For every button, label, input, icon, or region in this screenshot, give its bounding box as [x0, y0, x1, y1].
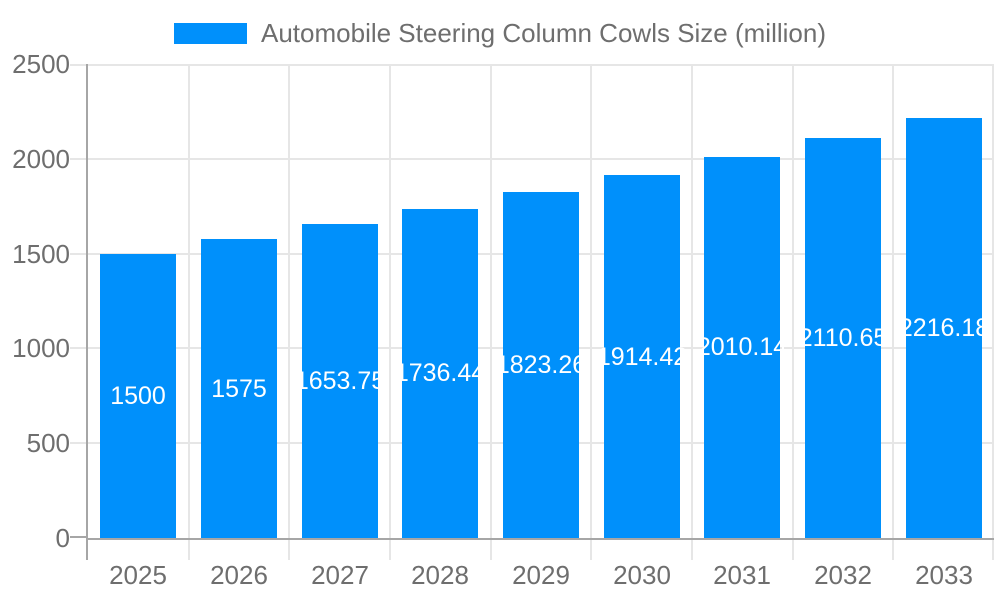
- bar-2026: [201, 239, 277, 538]
- x-axis-tick: [892, 540, 894, 560]
- y-axis-tick: [70, 253, 86, 255]
- bar-value-label: 1653.75: [294, 367, 386, 395]
- bar-2033: [906, 118, 982, 538]
- bar-value-label: 1500: [110, 382, 166, 410]
- gridline-vertical: [992, 64, 994, 538]
- gridline-vertical: [590, 64, 592, 538]
- x-axis-label: 2030: [613, 560, 671, 590]
- y-axis-tick: [70, 158, 86, 160]
- gridline-vertical: [691, 64, 693, 538]
- gridline-vertical: [792, 64, 794, 538]
- plot-area: 1500 1575 1653.75 1736.44 1823.26 1914.42 2010…: [70, 64, 994, 560]
- chart-legend: Automobile Steering Column Cowls Size (m…: [0, 20, 1000, 46]
- chart-title: Automobile Steering Column Cowls Size (m…: [261, 18, 826, 48]
- bar-2028: [402, 209, 478, 538]
- gridline-horizontal: [88, 158, 994, 160]
- bar-2027: [302, 224, 378, 538]
- bar-value-label: 2216.18: [898, 314, 990, 342]
- y-axis-tick: [70, 347, 86, 349]
- gridline-vertical: [188, 64, 190, 538]
- x-axis-label: 2025: [109, 560, 167, 590]
- bar-2031: [704, 157, 780, 538]
- y-axis-label: 500: [26, 428, 70, 458]
- y-axis-label: 2000: [12, 144, 70, 174]
- x-axis-tick: [490, 540, 492, 560]
- bar-2030: [604, 175, 680, 538]
- bar-value-label: 1575: [211, 375, 267, 403]
- legend-item[interactable]: Automobile Steering Column Cowls Size (m…: [174, 20, 826, 46]
- legend-marker-swatch: [174, 22, 247, 44]
- bar-value-label: 1736.44: [394, 359, 486, 387]
- bar-value-label: 1914.42: [596, 343, 688, 371]
- gridline-vertical: [389, 64, 391, 538]
- x-axis-label: 2026: [210, 560, 268, 590]
- x-axis-label: 2027: [311, 560, 369, 590]
- bar-2025: [100, 254, 176, 538]
- x-axis-label: 2032: [814, 560, 872, 590]
- x-axis-tick: [288, 540, 290, 560]
- bar-2032: [805, 138, 881, 538]
- y-axis-label: 2500: [12, 49, 70, 79]
- bar-2029: [503, 192, 579, 538]
- y-axis-label: 0: [55, 523, 70, 553]
- y-axis-label: 1000: [12, 333, 70, 363]
- x-axis-tick: [691, 540, 693, 560]
- gridline-vertical: [490, 64, 492, 538]
- gridline-horizontal: [88, 64, 994, 66]
- x-axis-tick: [792, 540, 794, 560]
- y-axis-tick: [70, 442, 86, 444]
- y-axis-tick: [70, 536, 86, 538]
- x-axis-label: 2028: [411, 560, 469, 590]
- x-axis-tick: [590, 540, 592, 560]
- x-axis-label: 2029: [512, 560, 570, 590]
- bar-value-label: 2110.65: [798, 324, 888, 352]
- x-axis-label: 2033: [915, 560, 973, 590]
- bar-value-label: 2010.14: [696, 333, 788, 361]
- x-axis-tick: [389, 540, 391, 560]
- x-axis-tick: [86, 540, 88, 560]
- bar-value-label: 1823.26: [495, 351, 587, 379]
- x-axis-tick: [992, 540, 994, 560]
- y-axis-label: 1500: [12, 239, 70, 269]
- gridline-vertical: [288, 64, 290, 538]
- x-axis-label: 2031: [713, 560, 771, 590]
- gridline-vertical: [892, 64, 894, 538]
- x-axis-tick: [188, 540, 190, 560]
- y-axis-tick: [70, 64, 86, 66]
